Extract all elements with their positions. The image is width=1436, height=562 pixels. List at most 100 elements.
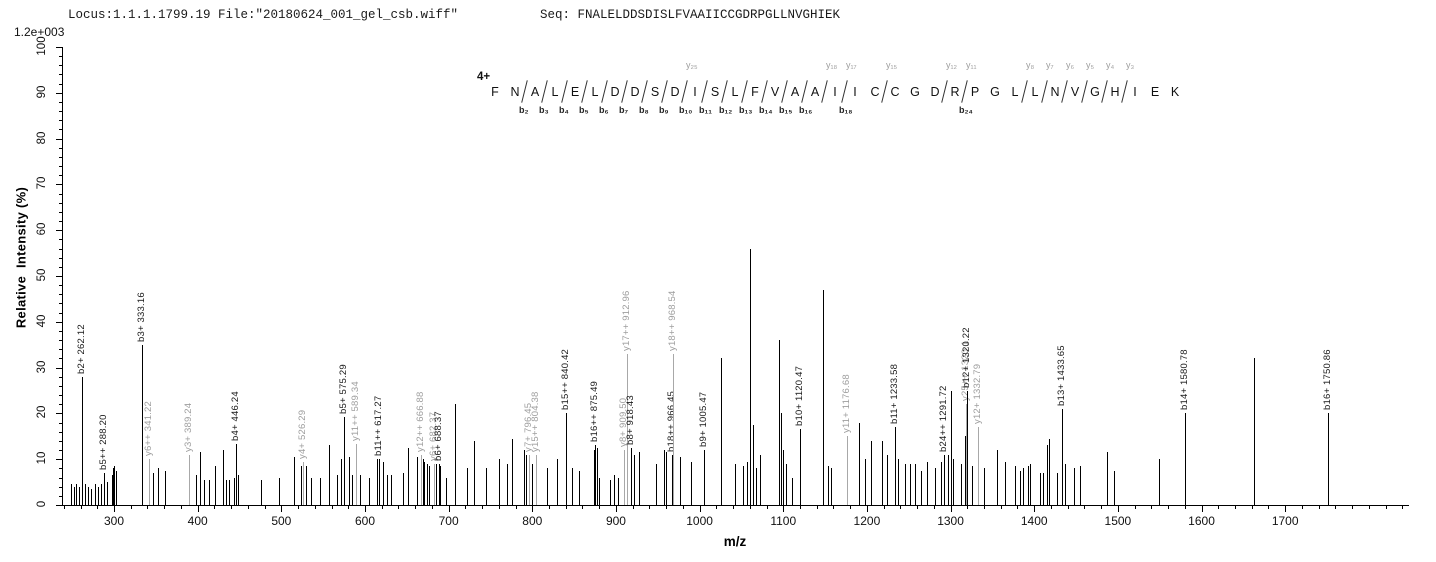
peak	[337, 475, 338, 505]
y-axis-minor-tick	[59, 450, 63, 452]
x-axis-major-tick	[532, 505, 534, 512]
y-axis-tick-label: 20	[36, 406, 48, 419]
y-axis-major-tick	[56, 276, 63, 277]
y-axis-minor-tick	[59, 202, 63, 204]
x-axis-tick-label: 800	[522, 514, 543, 528]
y-axis-minor-tick	[59, 404, 63, 406]
peak	[1047, 445, 1048, 505]
y-axis-minor-tick	[59, 156, 63, 158]
x-axis-minor-tick	[682, 505, 684, 509]
peak	[369, 477, 370, 505]
x-axis-tick-label: 400	[187, 514, 208, 528]
peak	[1005, 461, 1006, 505]
x-axis-minor-tick	[214, 505, 216, 509]
peak	[927, 461, 928, 505]
x-axis-minor-tick	[415, 505, 417, 509]
peak	[294, 456, 295, 505]
peak-label: y17++ 912.96	[621, 290, 632, 351]
peak	[760, 454, 761, 505]
x-axis-tick-label: 600	[354, 514, 375, 528]
peak	[871, 440, 872, 505]
peak-label: b16+ 1750.86	[1322, 349, 1333, 411]
x-axis-minor-tick	[164, 505, 166, 509]
x-axis-tick-label: 1000	[686, 514, 713, 528]
x-axis-minor-tick	[1385, 505, 1387, 509]
peak	[823, 289, 824, 505]
b-ion-label: b₅	[579, 105, 589, 115]
residue-letter: C	[890, 85, 900, 99]
y-axis-major-tick	[56, 321, 63, 323]
peak-label: b6+ 688.37	[433, 410, 444, 461]
peak	[71, 484, 72, 505]
peak-label: y4+ 526.29	[297, 409, 308, 459]
y-ion-label: y₁₁	[966, 60, 977, 70]
x-axis-minor-tick	[314, 505, 316, 509]
peak-label: b9+ 1005.47	[698, 391, 709, 448]
peak	[427, 463, 428, 505]
peak	[1065, 463, 1066, 505]
x-axis-tick-label: 1400	[1020, 514, 1048, 528]
x-axis-major-tick	[197, 505, 199, 512]
y-axis-minor-tick	[59, 211, 63, 213]
peak	[234, 477, 235, 505]
residue-letter: F	[491, 85, 499, 99]
peak-label: b18++ 966.45	[666, 390, 677, 452]
y-axis-minor-tick	[59, 56, 63, 58]
peak	[229, 479, 230, 505]
x-axis-minor-tick	[900, 505, 902, 509]
peak	[440, 466, 441, 505]
peak	[610, 479, 611, 505]
y-axis-minor-tick	[59, 422, 63, 424]
x-axis-minor-tick	[883, 505, 885, 509]
peak	[377, 459, 378, 505]
x-axis-minor-tick	[1234, 505, 1236, 509]
residue-letter: G	[990, 85, 1000, 99]
y-axis-minor-tick	[59, 486, 63, 488]
y-axis-minor-tick	[59, 166, 63, 168]
x-axis-major-tick	[1201, 505, 1203, 512]
x-axis-major-tick	[448, 505, 450, 512]
peak	[238, 475, 239, 505]
peak	[624, 450, 625, 505]
y-axis-minor-tick	[59, 120, 63, 122]
peak	[953, 459, 954, 505]
y-axis-minor-tick	[59, 303, 63, 305]
peak	[344, 459, 345, 505]
residue-letter: L	[1031, 85, 1039, 99]
x-axis-minor-tick	[967, 505, 969, 509]
x-axis-major-tick	[615, 505, 617, 512]
peak	[783, 450, 784, 505]
x-axis-minor-tick	[1301, 505, 1303, 509]
residue-letter: D	[630, 85, 640, 99]
peak	[98, 486, 99, 505]
peak	[529, 454, 530, 505]
y-axis-major-tick	[56, 459, 63, 461]
residue-letter: G	[1090, 85, 1100, 99]
x-axis-major-tick	[114, 505, 116, 512]
peak-label: y3+ 389.24	[183, 402, 194, 452]
peak	[436, 463, 437, 505]
y-axis-minor-tick	[59, 266, 63, 268]
peak	[572, 468, 573, 505]
y-axis-tick-label: 30	[36, 360, 48, 373]
y-axis-minor-tick	[59, 312, 63, 314]
peak	[113, 468, 114, 505]
y-axis-minor-tick	[59, 376, 63, 378]
residue-letter: I	[833, 85, 837, 99]
peak	[1049, 438, 1050, 505]
peak	[391, 475, 392, 505]
x-axis-minor-tick	[933, 505, 935, 509]
peak	[142, 344, 143, 505]
peak	[905, 463, 906, 505]
x-axis-tick-label: 1500	[1104, 514, 1132, 528]
peak	[341, 459, 342, 505]
peak	[944, 454, 945, 505]
y-axis-tick-label: 60	[36, 222, 48, 236]
locus-file-text: Locus:1.1.1.1799.19 File:"20180624_001_g…	[68, 8, 459, 22]
x-axis-major-tick	[281, 505, 283, 512]
b-ion-label: b₄	[559, 105, 569, 115]
x-axis-minor-tick	[247, 505, 249, 509]
residue-letter: A	[790, 85, 800, 99]
x-axis-minor-tick	[348, 505, 350, 509]
peak	[439, 463, 440, 505]
